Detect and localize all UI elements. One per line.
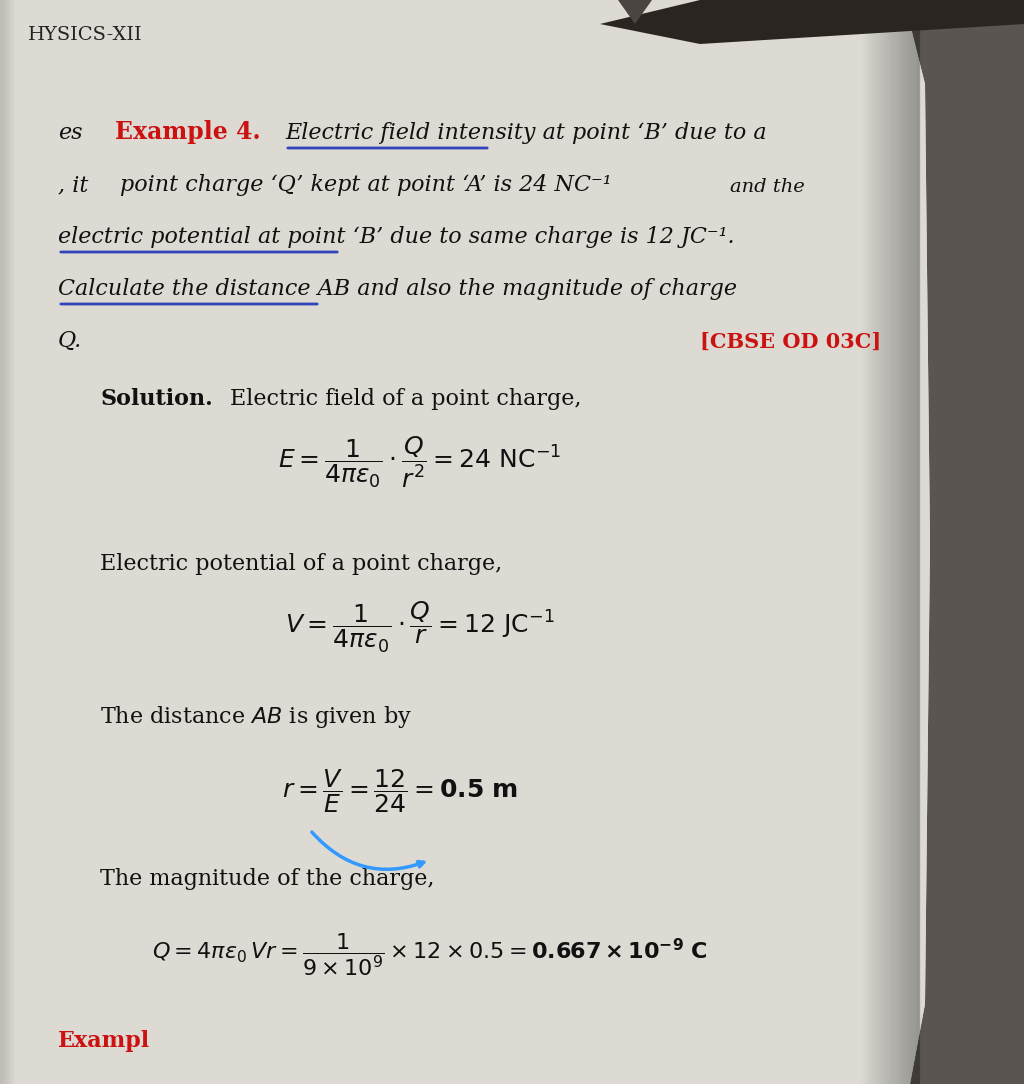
Text: Example 4.: Example 4. (115, 120, 261, 144)
Text: Solution.: Solution. (100, 388, 213, 410)
Text: , it: , it (58, 175, 88, 196)
Text: $V = \dfrac{1}{4\pi\varepsilon_0} \cdot \dfrac{Q}{r} = 12\ \mathrm{JC^{-1}}$: $V = \dfrac{1}{4\pi\varepsilon_0} \cdot … (286, 599, 555, 655)
Text: $r = \dfrac{V}{E} = \dfrac{12}{24} = \mathbf{0.5\ m}$: $r = \dfrac{V}{E} = \dfrac{12}{24} = \ma… (282, 767, 518, 815)
Text: point charge ‘Q’ kept at point ‘A’ is 24 NC⁻¹: point charge ‘Q’ kept at point ‘A’ is 24… (120, 175, 611, 196)
Text: The magnitude of the charge,: The magnitude of the charge, (100, 868, 434, 890)
Text: Electric potential of a point charge,: Electric potential of a point charge, (100, 553, 502, 575)
Text: Electric field of a point charge,: Electric field of a point charge, (230, 388, 582, 410)
Text: Exampl: Exampl (58, 1030, 151, 1051)
Text: [CBSE OD 03C]: [CBSE OD 03C] (700, 332, 882, 352)
Text: electric potential at point ‘B’ due to same charge is 12 JC⁻¹.: electric potential at point ‘B’ due to s… (58, 225, 734, 248)
Polygon shape (0, 0, 930, 1084)
Text: Electric field intensity at point ‘B’ due to a: Electric field intensity at point ‘B’ du… (285, 122, 767, 144)
Text: $E = \dfrac{1}{4\pi\varepsilon_0} \cdot \dfrac{Q}{r^2} = 24\ \mathrm{NC^{-1}}$: $E = \dfrac{1}{4\pi\varepsilon_0} \cdot … (279, 435, 561, 490)
Polygon shape (0, 0, 930, 1084)
Text: and the: and the (730, 178, 805, 196)
Text: Calculate the distance AB and also the magnitude of charge: Calculate the distance AB and also the m… (58, 278, 737, 300)
Text: Q.: Q. (58, 330, 82, 352)
Polygon shape (618, 0, 652, 24)
Text: $Q = 4\pi\varepsilon_0\,Vr = \dfrac{1}{9 \times 10^9} \times 12 \times 0.5 = \ma: $Q = 4\pi\varepsilon_0\,Vr = \dfrac{1}{9… (153, 931, 708, 978)
Text: HYSICS-XII: HYSICS-XII (28, 26, 142, 44)
Polygon shape (600, 0, 1024, 44)
Text: The distance $AB$ is given by: The distance $AB$ is given by (100, 704, 412, 730)
Text: es: es (58, 122, 83, 144)
